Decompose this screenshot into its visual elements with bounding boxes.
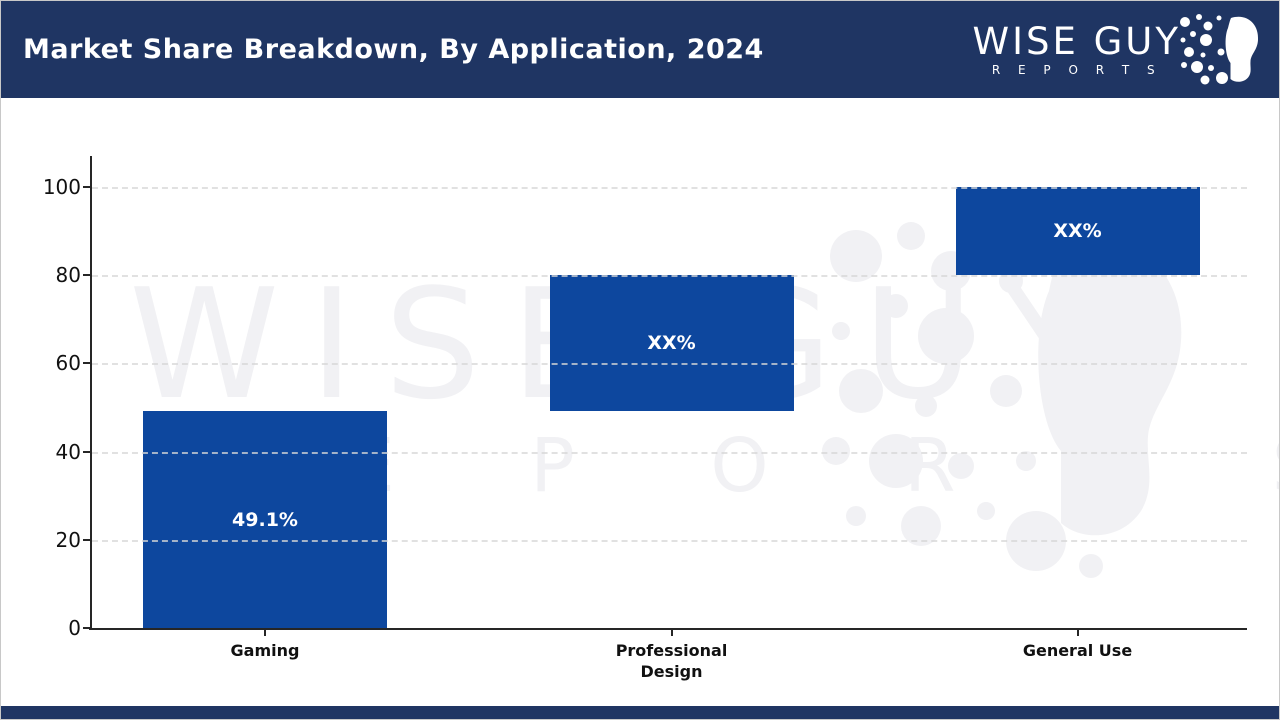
page-title: Market Share Breakdown, By Application, … (23, 34, 764, 65)
x-tick (1076, 628, 1079, 636)
plot-area: 49.1% XX% XX% 0 20 40 60 80 100 Gaming Professiona… (1, 98, 1279, 708)
y-tick-label: 100 (42, 175, 81, 199)
x-tick (264, 628, 266, 636)
logo-head-icon (1180, 13, 1259, 84)
y-axis-spine (90, 156, 92, 630)
x-tick (670, 628, 673, 636)
y-tick-label: 20 (55, 527, 81, 552)
y-tick (83, 362, 90, 365)
y-tick-label: 80 (55, 263, 81, 288)
bar (549, 275, 794, 412)
bar-label: 49.1% (232, 508, 298, 531)
y-tick-label: 60 (55, 351, 81, 376)
bar-label: XX% (647, 332, 696, 355)
x-tick-label: Professional Design (615, 641, 728, 681)
y-tick (83, 627, 90, 629)
x-tick-label: General Use (1022, 641, 1133, 660)
x-tick-label: Gaming (230, 641, 300, 660)
header: Market Share Breakdown, By Application, … (1, 1, 1279, 98)
y-tick (83, 186, 90, 188)
y-tick (83, 450, 90, 453)
y-tick (83, 538, 90, 541)
gridline (92, 363, 1247, 366)
bar (143, 411, 387, 628)
logo-wordmark: WISE GUY (972, 19, 1181, 63)
gridline (92, 539, 1247, 542)
gridline (92, 187, 1247, 189)
y-tick-label: 0 (68, 616, 81, 640)
footer-bar (1, 706, 1279, 719)
y-tick-label: 40 (55, 439, 81, 464)
x-axis-spine (89, 628, 1247, 630)
bar-label: XX% (1053, 220, 1102, 243)
logo: WISE GUY R E P O R T S (973, 10, 1279, 90)
watermark-head-icon (822, 222, 1182, 578)
bar (955, 187, 1200, 276)
logo-subtitle: R E P O R T S (991, 62, 1162, 77)
gridline (92, 275, 1247, 278)
y-tick (83, 274, 90, 277)
logo-text: WISE GUY R E P O R T S (973, 23, 1181, 77)
gridline (92, 451, 1247, 454)
